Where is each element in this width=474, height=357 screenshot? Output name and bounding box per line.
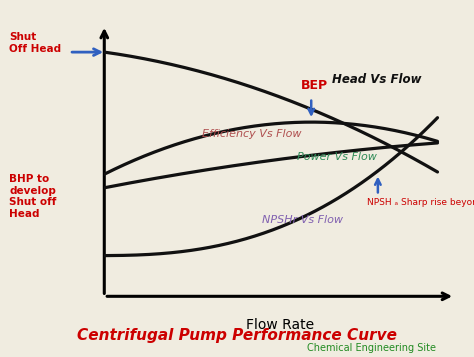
Text: BEP: BEP [301,79,328,92]
Text: NPSH ₐ Sharp rise beyond BEP: NPSH ₐ Sharp rise beyond BEP [367,198,474,207]
Text: Centrifugal Pump Performance Curve: Centrifugal Pump Performance Curve [77,328,397,343]
Text: Shut
Off Head: Shut Off Head [9,32,62,54]
Text: Efficiency Vs Flow: Efficiency Vs Flow [202,129,302,139]
Text: Head Vs Flow: Head Vs Flow [332,73,422,86]
Text: NPSHr Vs Flow: NPSHr Vs Flow [262,215,343,225]
Text: BHP to
develop
Shut off
Head: BHP to develop Shut off Head [9,174,57,219]
Text: Power Vs Flow: Power Vs Flow [297,152,377,162]
Text: Flow Rate: Flow Rate [246,318,314,332]
Text: Chemical Engineering Site: Chemical Engineering Site [307,343,436,353]
